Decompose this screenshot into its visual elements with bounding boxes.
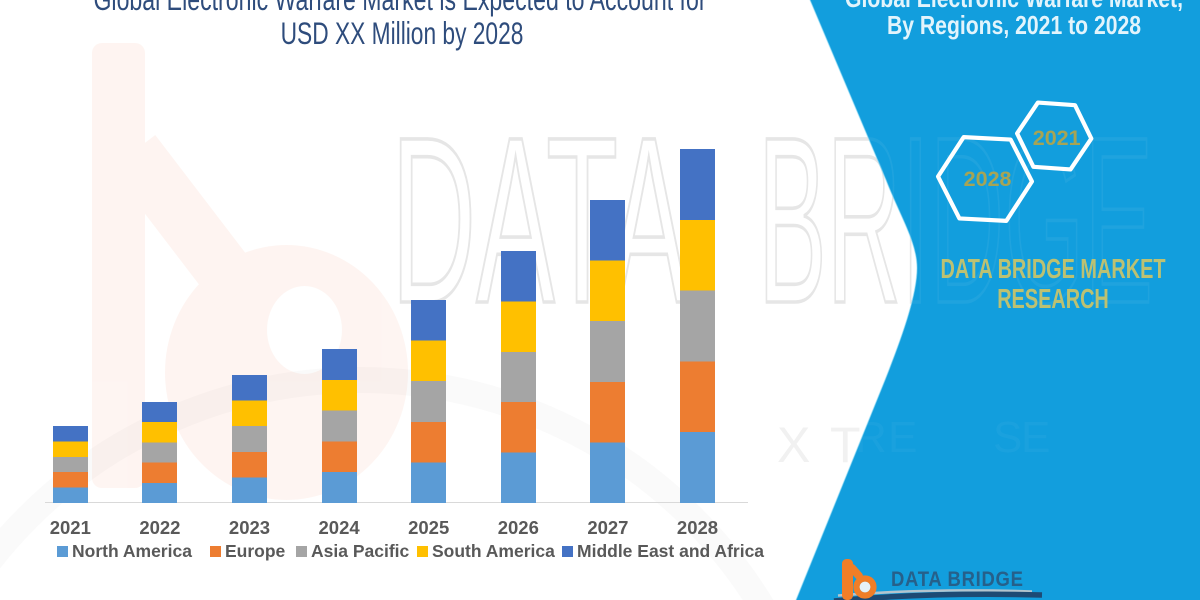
- svg-text:E: E: [888, 413, 917, 462]
- svg-text:X: X: [777, 417, 810, 473]
- svg-text:S: S: [993, 413, 1022, 462]
- svg-text:E: E: [1021, 413, 1050, 462]
